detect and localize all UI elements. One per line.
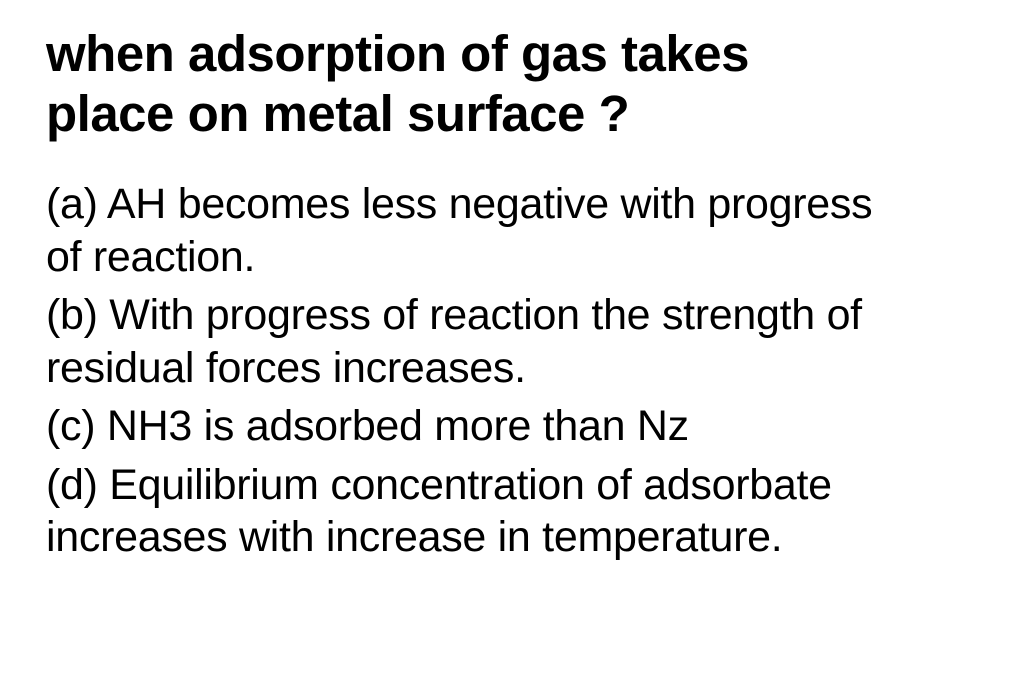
option-a-line-1: (a) AH becomes less negative with progre… — [46, 180, 872, 228]
option-d-line-1: (d) Equilibrium concentration of adsorba… — [46, 461, 832, 509]
title-line-2: place on metal surface ? — [46, 85, 629, 142]
option-d: (d) Equilibrium concentration of adsorba… — [46, 459, 978, 564]
question-title: when adsorption of gas takes place on me… — [46, 24, 978, 144]
option-b-line-1: (b) With progress of reaction the streng… — [46, 291, 862, 339]
option-b: (b) With progress of reaction the streng… — [46, 289, 978, 394]
option-c-line-1: (c) NH3 is adsorbed more than Nz — [46, 402, 689, 450]
option-a-line-2: of reaction. — [46, 233, 255, 281]
option-a: (a) AH becomes less negative with progre… — [46, 178, 978, 283]
option-d-line-2: increases with increase in temperature. — [46, 513, 782, 561]
option-c: (c) NH3 is adsorbed more than Nz — [46, 400, 978, 452]
question-page: when adsorption of gas takes place on me… — [0, 0, 1024, 594]
title-line-1: when adsorption of gas takes — [46, 25, 749, 82]
option-b-line-2: residual forces increases. — [46, 344, 526, 392]
